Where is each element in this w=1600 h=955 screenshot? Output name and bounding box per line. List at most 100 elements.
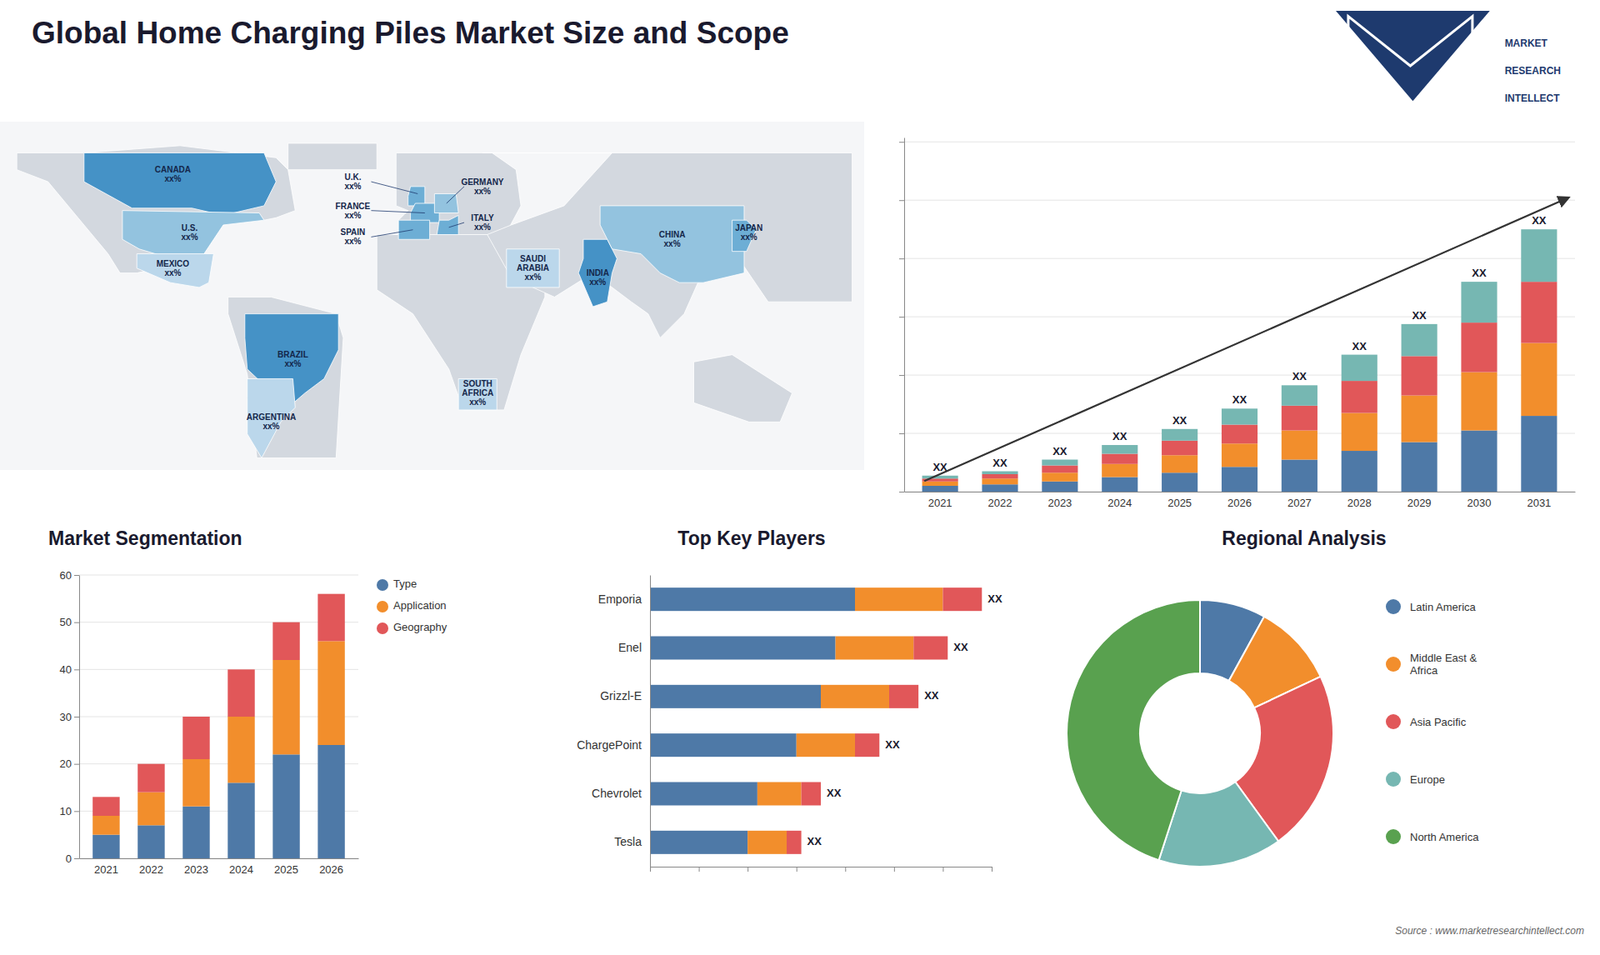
tick-mark [894, 866, 895, 872]
grid-line [79, 810, 359, 812]
bars [92, 594, 345, 859]
text-line: xx% [474, 186, 491, 196]
bar-segment [1041, 481, 1078, 492]
bar-segment [981, 474, 1018, 479]
tick-mark [74, 669, 80, 670]
bar-segment [855, 587, 943, 611]
tick-mark [650, 866, 651, 872]
bar-segment [650, 830, 748, 855]
y-tick: Emporia [598, 592, 650, 606]
text-line: INTELLECT [1505, 92, 1561, 105]
country-label: CHINAxx% [659, 230, 686, 249]
y-tick [899, 141, 905, 143]
x-tick: 2026 [319, 858, 344, 876]
legend-label: Geography [393, 620, 448, 634]
y-tick [899, 200, 905, 201]
bar-segment [1520, 281, 1557, 343]
y-tick-label: Grizzl-E [600, 689, 642, 703]
y-tick [899, 316, 905, 318]
continent [228, 296, 344, 458]
y-tick: 50 [60, 615, 80, 629]
bar-segment [1161, 429, 1198, 441]
text-line: FRANCE [335, 201, 371, 211]
axis-line [80, 858, 360, 860]
bar-label: XX [807, 835, 823, 848]
bar-segment [1281, 460, 1318, 492]
bar-segment [182, 759, 210, 807]
x-tick [845, 866, 846, 872]
leader-line [370, 210, 425, 214]
y-tick-label: 50 [60, 615, 72, 629]
bar-segment [1460, 281, 1497, 323]
tick-mark [899, 375, 905, 376]
country [408, 186, 425, 206]
x-tick-label: 2027 [1287, 496, 1312, 510]
tick-mark [796, 866, 798, 872]
continent [395, 152, 521, 240]
x-tick [796, 866, 798, 872]
text-line: SOUTH [463, 379, 493, 389]
country-label: U.K.xx% [344, 172, 361, 191]
text-line: SPAIN [340, 227, 366, 237]
tick-mark [942, 866, 944, 872]
x-tick: 2028 [1347, 491, 1372, 510]
country-label: SAUDIARABIAxx% [516, 254, 550, 282]
text-line: xx% [589, 277, 606, 287]
tick-mark [899, 141, 905, 143]
bar-segment [317, 594, 345, 642]
y-tick-label: Enel [618, 640, 642, 655]
y-tick-label: 60 [60, 569, 72, 582]
x-axis: 202120222023202420252026 [80, 858, 360, 876]
bar-segment [272, 622, 300, 660]
logo-mark [1348, 16, 1473, 116]
x-axis [650, 866, 993, 872]
page: CANADAxx%U.S.xx%MEXICOxx%BRAZILxx%ARGENT… [0, 0, 1600, 955]
bar-segment [922, 485, 959, 492]
x-tick [991, 866, 993, 872]
bar-segment [1341, 355, 1378, 381]
text-line: Africa [1410, 664, 1439, 677]
y-tick-label: 0 [65, 852, 72, 865]
y-tick: 0 [65, 852, 80, 865]
world-map: CANADAxx%U.S.xx%MEXICOxx%BRAZILxx%ARGENT… [0, 121, 865, 470]
bar-segment [757, 782, 802, 806]
text-line: xx% [164, 268, 181, 278]
country-label: MEXICOxx% [156, 259, 190, 278]
x-tick: 2023 [1047, 491, 1072, 510]
bar-segment [1520, 343, 1557, 416]
tick-mark [747, 866, 749, 872]
x-tick [747, 866, 749, 872]
bar-segment [913, 636, 948, 660]
map-background [0, 121, 865, 470]
bar-segment [1460, 430, 1497, 492]
grid-line [904, 200, 1575, 201]
bar-segment [889, 685, 919, 709]
text-line: INDIA [586, 268, 610, 278]
x-tick-label: 2025 [274, 863, 299, 876]
x-tick-label: 2028 [1347, 496, 1372, 510]
text-line: ARABIA [516, 263, 550, 273]
donut-chart: Latin AmericaMiddle East &AfricaAsia Pac… [1066, 599, 1480, 867]
bar-segment [227, 669, 255, 717]
bar-segment [981, 478, 1018, 485]
x-tick-label: 2024 [1107, 496, 1132, 510]
bar-label: XX [826, 786, 842, 800]
x-tick: 2021 [94, 858, 119, 876]
text-line: SAUDI [520, 254, 546, 264]
y-tick-label: Chevrolet [591, 786, 642, 800]
tick-mark [899, 433, 905, 435]
country-label: U.S.xx% [181, 223, 199, 242]
y-tick [899, 375, 905, 376]
bar-segment [981, 484, 1018, 492]
bar-segment [182, 806, 210, 859]
chart-title: Regional Analysis [1221, 527, 1386, 550]
text-line: xx% [164, 174, 181, 184]
text-line: AFRICA [461, 388, 494, 398]
legend-marker [1385, 714, 1401, 730]
x-tick: 2026 [1227, 491, 1252, 510]
bar-label: XX [1172, 414, 1188, 427]
tick-mark [899, 491, 905, 493]
bar-segment [981, 471, 1018, 475]
x-tick-label: 2029 [1407, 496, 1432, 510]
y-tick: Enel [618, 640, 650, 655]
